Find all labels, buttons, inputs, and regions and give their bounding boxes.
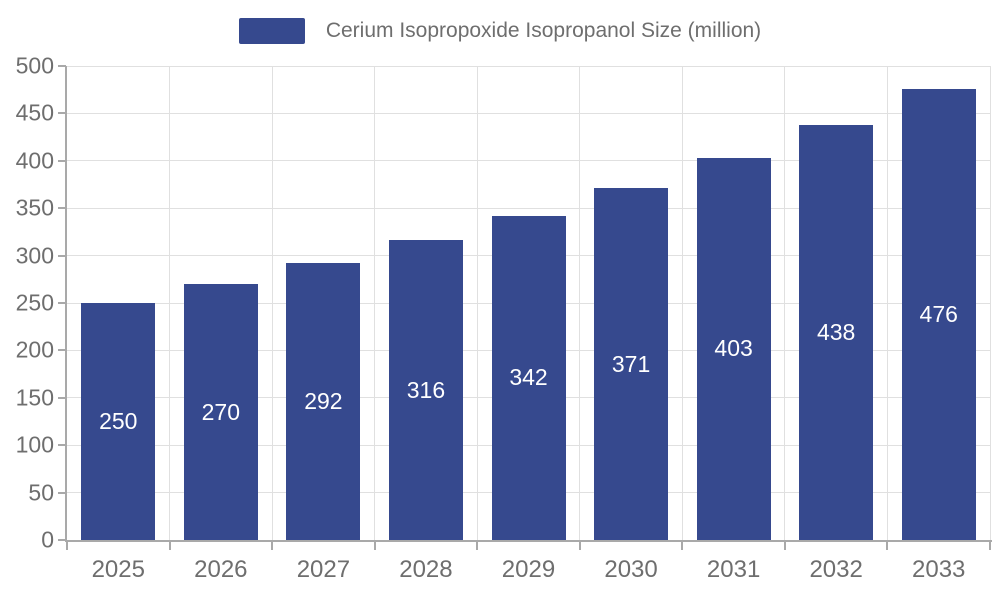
y-tick-label: 450 bbox=[15, 99, 54, 126]
x-tick-label: 2025 bbox=[91, 556, 145, 583]
gridline-v bbox=[271, 66, 273, 540]
gridline-v bbox=[476, 66, 478, 540]
bar-value-label: 292 bbox=[304, 388, 343, 415]
gridline-h bbox=[67, 65, 990, 67]
x-tick-label: 2030 bbox=[604, 556, 658, 583]
y-tick-label: 300 bbox=[15, 242, 54, 269]
y-tick-mark bbox=[58, 302, 66, 304]
y-tick-mark bbox=[58, 349, 66, 352]
legend: Cerium Isopropoxide Isopropanol Size (mi… bbox=[0, 16, 1000, 46]
y-tick-label: 250 bbox=[15, 289, 54, 316]
x-axis-line bbox=[65, 540, 992, 542]
y-tick-mark bbox=[58, 491, 66, 494]
gridline-h bbox=[67, 112, 990, 114]
y-tick-mark bbox=[58, 112, 66, 115]
bar-value-label: 342 bbox=[509, 364, 548, 391]
gridline-v bbox=[169, 66, 171, 540]
x-tick-mark bbox=[783, 542, 786, 550]
y-tick-mark bbox=[58, 539, 66, 541]
bar-value-label: 403 bbox=[714, 335, 753, 362]
x-tick-label: 2032 bbox=[809, 556, 863, 583]
legend-label: Cerium Isopropoxide Isopropanol Size (mi… bbox=[325, 19, 762, 42]
bar-value-label: 270 bbox=[201, 398, 241, 425]
x-tick-mark bbox=[476, 542, 479, 550]
x-tick-mark bbox=[168, 542, 171, 550]
x-tick-mark bbox=[989, 542, 991, 550]
gridline-v bbox=[374, 66, 376, 540]
bar-value-label: 476 bbox=[919, 300, 958, 327]
y-tick-label: 200 bbox=[15, 336, 54, 363]
y-tick-label: 400 bbox=[15, 147, 54, 174]
gridline-v bbox=[886, 66, 888, 540]
y-tick-label: 150 bbox=[15, 384, 54, 411]
x-tick-label: 2029 bbox=[501, 556, 556, 583]
gridline-h bbox=[67, 160, 990, 162]
x-tick-label: 2026 bbox=[194, 556, 248, 583]
x-tick-mark bbox=[578, 542, 581, 550]
y-tick-mark bbox=[58, 65, 66, 67]
bar-2032: 438 bbox=[799, 124, 874, 540]
gridline-v bbox=[989, 66, 991, 540]
y-tick-mark bbox=[58, 207, 66, 210]
bar-value-label: 250 bbox=[99, 408, 138, 434]
x-tick-label: 2027 bbox=[296, 556, 351, 583]
y-tick-mark bbox=[58, 159, 66, 162]
bar-2027: 292 bbox=[286, 263, 361, 540]
y-axis-line bbox=[65, 66, 67, 542]
x-tick-mark bbox=[66, 542, 68, 550]
x-tick-mark bbox=[886, 542, 889, 550]
x-tick-mark bbox=[681, 542, 684, 550]
bar-value-label: 316 bbox=[406, 376, 446, 403]
y-tick-label: 0 bbox=[41, 526, 54, 553]
bar-2029: 342 bbox=[491, 215, 566, 540]
bar-2026: 270 bbox=[183, 284, 258, 540]
bar-value-label: 438 bbox=[816, 318, 856, 345]
y-tick-mark bbox=[58, 254, 66, 257]
y-tick-mark bbox=[58, 396, 66, 399]
gridline-v bbox=[579, 66, 581, 540]
y-tick-label: 50 bbox=[28, 479, 54, 506]
bar-2025: 250 bbox=[81, 303, 156, 540]
legend-swatch bbox=[238, 18, 305, 44]
y-tick-mark bbox=[58, 444, 66, 447]
gridline-h bbox=[67, 207, 990, 209]
bar-2030: 371 bbox=[594, 188, 669, 540]
y-tick-label: 500 bbox=[15, 52, 54, 79]
gridline-v bbox=[681, 66, 683, 540]
x-tick-mark bbox=[373, 542, 376, 550]
bar-2033: 476 bbox=[901, 88, 976, 540]
gridline-v bbox=[784, 66, 786, 540]
y-tick-label: 100 bbox=[15, 431, 54, 458]
x-tick-mark bbox=[271, 542, 274, 550]
x-tick-label: 2031 bbox=[706, 556, 761, 583]
y-tick-label: 350 bbox=[15, 194, 54, 221]
bar-2028: 316 bbox=[388, 240, 463, 540]
x-tick-label: 2028 bbox=[399, 556, 453, 583]
bar-2031: 403 bbox=[696, 157, 771, 540]
x-tick-label: 2033 bbox=[912, 556, 966, 583]
bar-value-label: 371 bbox=[611, 350, 651, 377]
